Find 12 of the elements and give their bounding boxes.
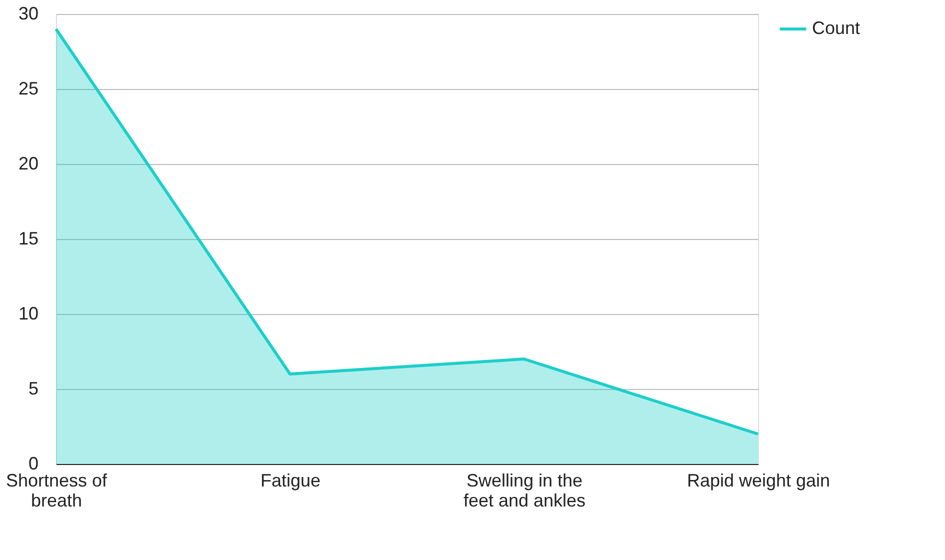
legend-label: Count [812,18,860,38]
y-tick-label: 0 [28,454,38,474]
y-tick-label: 15 [18,228,38,248]
x-tick-label: Swelling in the feet and ankles [463,470,586,510]
y-tick-label: 20 [18,154,38,174]
y-tick-label: 5 [28,378,38,398]
x-tick-label: Rapid weight gain [686,470,830,490]
y-tick-label: 30 [18,4,38,24]
y-tick-label: 25 [18,78,38,98]
x-tick-label: Fatigue [260,470,321,490]
y-tick-label: 10 [18,304,38,324]
x-tick-label: Shortness of breath [6,470,108,510]
